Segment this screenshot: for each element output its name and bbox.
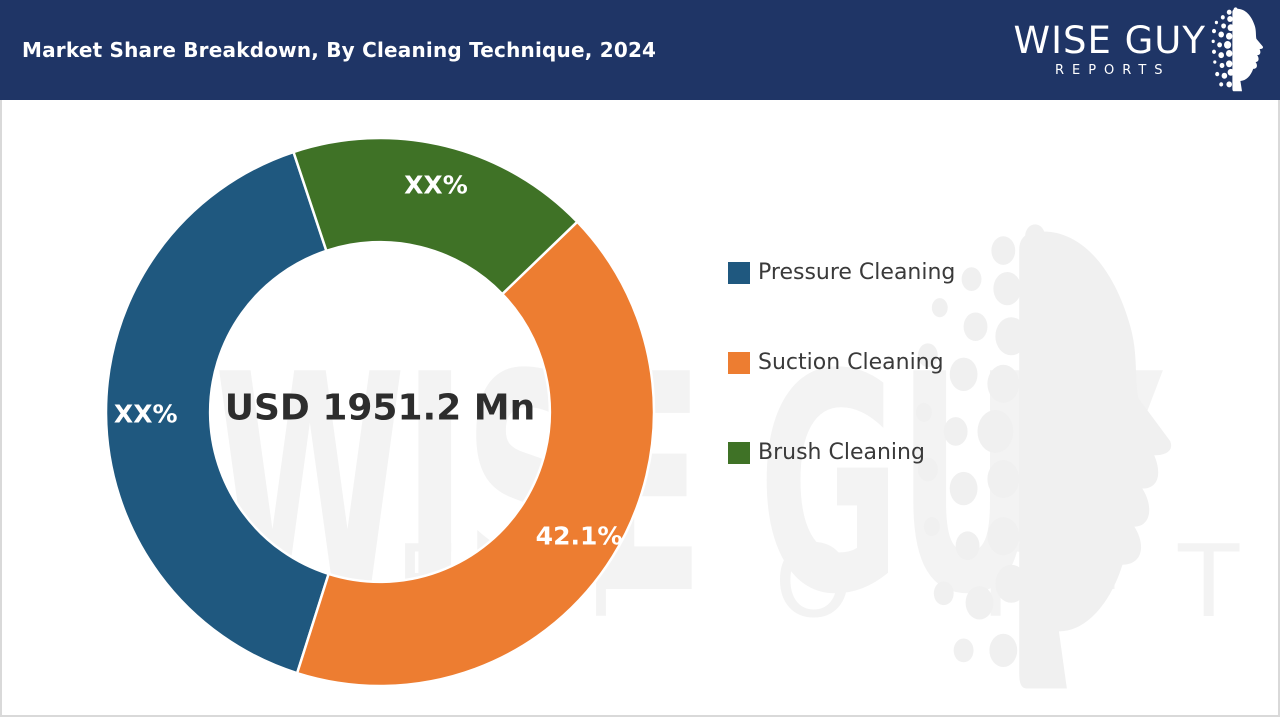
legend-item-pressure-cleaning: Pressure Cleaning <box>728 261 955 285</box>
center-value-label: USD 1951.2 Mn <box>224 387 536 429</box>
legend-swatch-icon <box>728 442 750 464</box>
slice-suction-cleaning <box>295 220 656 688</box>
legend-item-brush-cleaning: Brush Cleaning <box>728 441 955 465</box>
legend: Pressure Cleaning Suction Cleaning Brush… <box>728 261 955 465</box>
page-title: Market Share Breakdown, By Cleaning Tech… <box>22 38 657 62</box>
legend-item-label: Pressure Cleaning <box>758 260 956 285</box>
legend-item-label: Suction Cleaning <box>758 350 944 375</box>
legend-item-suction-cleaning: Suction Cleaning <box>728 351 955 375</box>
logo-text: WISE GUY REPORTS <box>1013 19 1206 79</box>
logo-brand-name: WISE GUY <box>1013 19 1206 62</box>
wiseguy-face-icon <box>1210 7 1266 93</box>
segment-label-suction-cleaning: 42.1% <box>535 521 623 551</box>
slice-pressure-cleaning <box>104 150 331 675</box>
legend-item-label: Brush Cleaning <box>758 440 925 465</box>
segment-label-brush-cleaning: XX% <box>404 170 468 199</box>
segment-label-pressure-cleaning: XX% <box>113 399 178 429</box>
slice-brush-cleaning <box>291 136 579 296</box>
wiseguy-logo: WISE GUY REPORTS <box>1014 0 1266 100</box>
legend-swatch-icon <box>728 352 750 374</box>
header-bar: Market Share Breakdown, By Cleaning Tech… <box>0 0 1280 100</box>
donut-chart <box>104 136 656 688</box>
logo-brand-subtitle: REPORTS <box>1054 63 1171 78</box>
legend-swatch-icon <box>728 262 750 284</box>
